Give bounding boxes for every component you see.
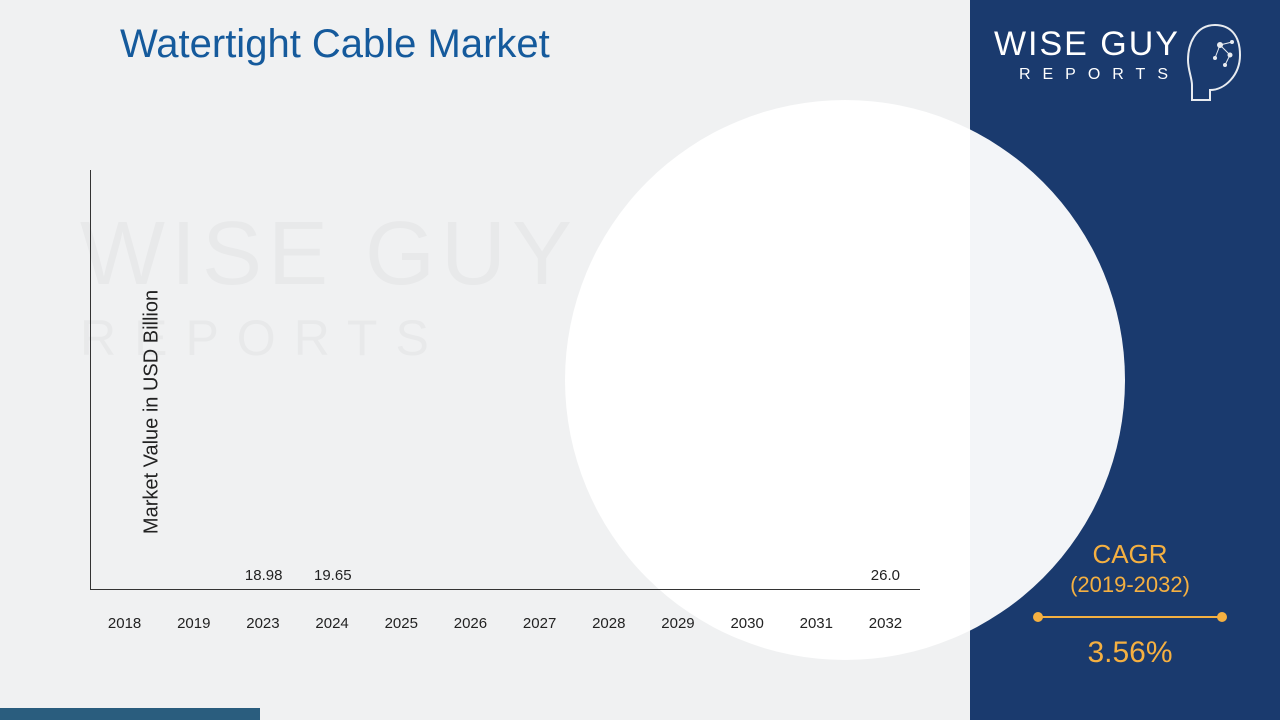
x-tick-label: 2031: [792, 615, 841, 632]
x-tick-label: 2030: [723, 615, 772, 632]
x-tick-label: 2028: [584, 615, 633, 632]
cagr-divider: [1035, 616, 1225, 618]
bar-value-label: 26.0: [861, 567, 910, 584]
chart-container: Market Value in USD Billion 18.9819.6526…: [40, 170, 920, 610]
logo-sub-text: REPORTS: [994, 66, 1180, 84]
x-tick-label: 2029: [653, 615, 702, 632]
x-tick-label: 2026: [446, 615, 495, 632]
x-tick-label: 2027: [515, 615, 564, 632]
x-tick-label: 2018: [100, 615, 149, 632]
bars-group: 18.98 19.65 26.0: [91, 170, 920, 589]
logo-main-text: WISE GUY: [994, 25, 1180, 64]
x-tick-label: 2032: [861, 615, 910, 632]
head-icon: [1180, 20, 1250, 110]
cagr-value: 3.56%: [1035, 636, 1225, 670]
plot-area: 18.98 19.65 26.0: [90, 170, 920, 590]
cagr-block: CAGR (2019-2032) 3.56%: [1035, 539, 1225, 670]
bar-value-label: 19.65: [308, 567, 357, 584]
chart-title: Watertight Cable Market: [120, 22, 550, 67]
cagr-title: CAGR: [1035, 539, 1225, 570]
bar-value-label: 18.98: [239, 567, 288, 584]
x-axis-labels: 2018 2019 2023 2024 2025 2026 2027 2028 2029 2030…: [90, 615, 920, 632]
bottom-accent-bar: [0, 708, 260, 720]
x-tick-label: 2019: [169, 615, 218, 632]
main-chart-area: WISE GUY REPORTS Watertight Cable Market…: [0, 0, 970, 720]
x-tick-label: 2025: [377, 615, 426, 632]
logo: WISE GUY REPORTS: [1064, 25, 1250, 84]
x-tick-label: 2023: [238, 615, 287, 632]
x-tick-label: 2024: [308, 615, 357, 632]
cagr-period: (2019-2032): [1035, 572, 1225, 598]
